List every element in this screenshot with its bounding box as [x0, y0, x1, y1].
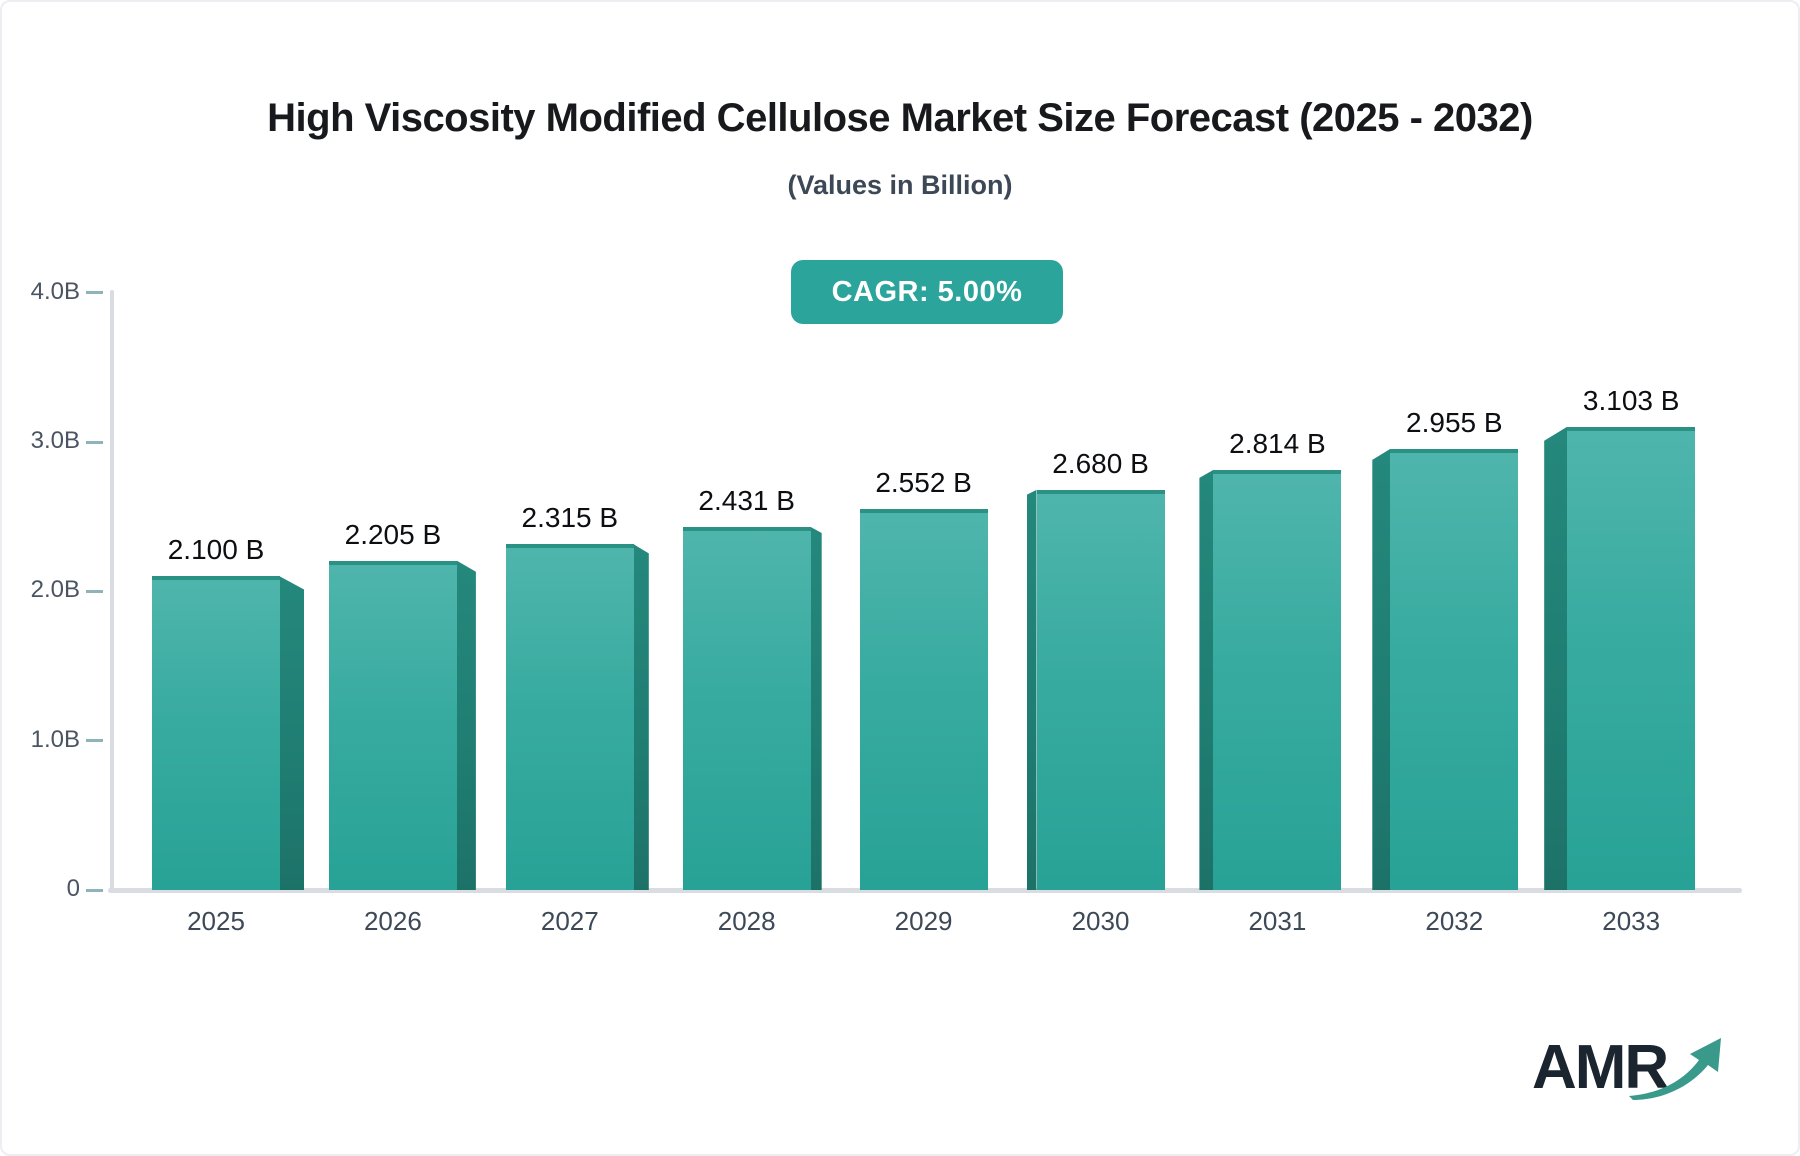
y-axis-label: 0	[66, 875, 80, 902]
x-axis-label-2027: 2027	[540, 906, 599, 936]
bar-2026[interactable]	[328, 560, 457, 890]
y-axis-tick	[86, 291, 103, 295]
x-axis-label-2025: 2025	[187, 906, 245, 936]
bar-2033[interactable]	[1567, 426, 1696, 890]
y-axis-tick	[86, 440, 103, 444]
y-axis-tick	[86, 589, 103, 593]
y-axis-label: 1.0B	[30, 725, 80, 753]
bar-value-label: 2.552 B	[875, 466, 972, 498]
y-axis-label: 3.0B	[30, 427, 80, 455]
bar-side-face	[1026, 489, 1037, 890]
bar-value-label: 2.814 B	[1229, 427, 1326, 459]
bar-value-label: 3.103 B	[1582, 384, 1680, 416]
bar-value-label: 2.680 B	[1052, 447, 1149, 479]
bar-value-label: 2.431 B	[698, 485, 795, 517]
y-axis-tick	[86, 739, 103, 743]
amr-logo-text: AMR	[1532, 1033, 1669, 1102]
amr-logo: AMR	[1532, 1032, 1722, 1112]
bar-side-face	[1544, 426, 1568, 890]
x-axis-label-2029: 2029	[894, 906, 953, 936]
bar-2028[interactable]	[682, 527, 811, 890]
bar-2031[interactable]	[1213, 469, 1342, 890]
bar-side-face	[633, 544, 649, 890]
bar-side-face	[1372, 448, 1391, 890]
x-axis-label-2026: 2026	[363, 906, 422, 936]
y-axis-label: 2.0B	[30, 576, 80, 604]
chart-title: High Viscosity Modified Cellulose Market…	[267, 96, 1533, 140]
bar-value-label: 2.205 B	[344, 518, 442, 550]
x-axis-label-2032: 2032	[1425, 906, 1484, 936]
bar-side-face	[456, 560, 476, 890]
bar-value-label: 2.100 B	[167, 534, 265, 566]
bar-side-face	[810, 527, 822, 890]
bar-2032[interactable]	[1390, 448, 1519, 890]
bar-2030[interactable]	[1036, 489, 1165, 890]
bar-side-face	[280, 576, 304, 890]
x-axis-label-2030: 2030	[1071, 906, 1130, 936]
x-axis-label-2028: 2028	[717, 906, 776, 936]
bar-2029[interactable]	[859, 508, 988, 890]
y-axis-label: 4.0B	[30, 277, 80, 305]
x-axis-label-2031: 2031	[1248, 906, 1307, 936]
x-axis-label-2033: 2033	[1602, 906, 1661, 936]
bar-2025[interactable]	[152, 576, 280, 890]
y-axis-tick	[86, 888, 103, 892]
x-axis-line	[108, 888, 1742, 893]
growth-arrow-icon	[1629, 1038, 1721, 1100]
cagr-badge: CAGR: 5.00%	[791, 260, 1063, 324]
chart-subtitle: (Values in Billion)	[787, 170, 1013, 200]
bar-2027[interactable]	[505, 544, 634, 890]
bar-value-label: 2.315 B	[521, 502, 619, 534]
bar-side-face	[1199, 469, 1214, 890]
bar-value-label: 2.955 B	[1406, 406, 1503, 438]
y-axis-line	[110, 290, 114, 892]
